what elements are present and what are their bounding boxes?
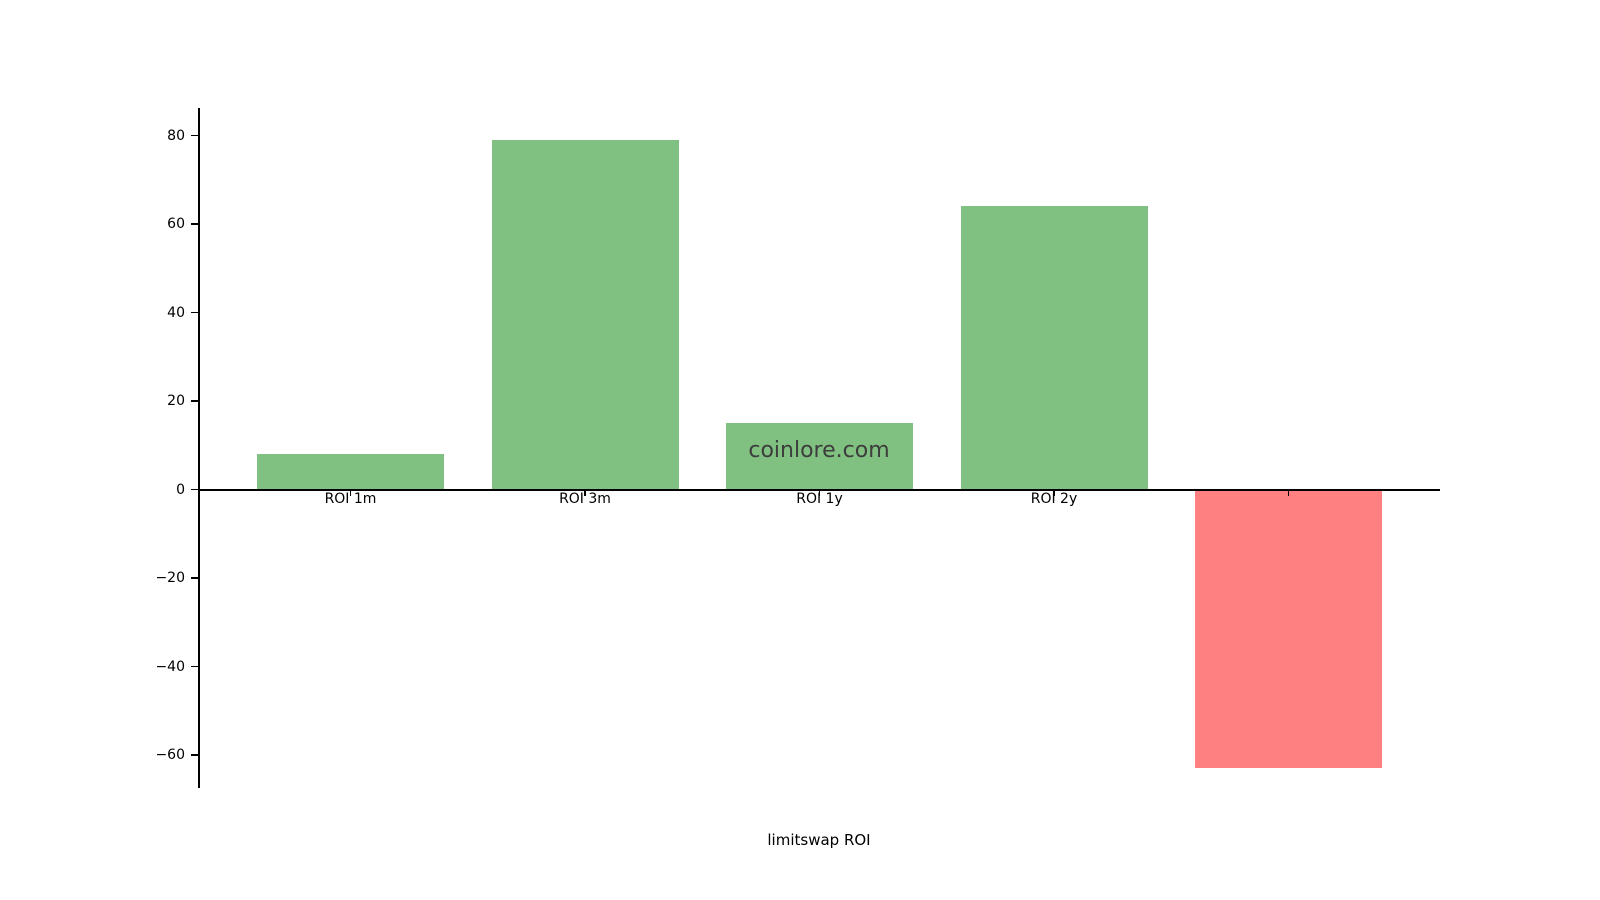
x-tick-label: ROI 1m — [324, 491, 377, 507]
y-tick-mark — [191, 577, 198, 579]
x-tick-mark — [349, 489, 352, 496]
y-tick-label: −60 — [155, 747, 185, 763]
x-tick-mark — [584, 489, 586, 496]
chart-title: limitswap ROI — [767, 831, 871, 849]
y-tick-mark — [191, 754, 198, 756]
y-tick-mark — [191, 134, 198, 137]
x-tick-label: ROI 3m — [559, 491, 611, 507]
bar-unlabeled — [1195, 489, 1382, 769]
x-tick-mark — [1287, 489, 1290, 496]
y-axis-line — [198, 108, 200, 788]
y-tick-label: 20 — [167, 393, 185, 409]
bar-roi-1y — [726, 423, 913, 490]
y-tick-label: 0 — [176, 481, 185, 498]
x-tick-mark — [1053, 489, 1055, 496]
y-tick-mark — [191, 665, 198, 668]
bar-roi-2y — [960, 206, 1148, 490]
watermark-text: coinlore.com — [748, 438, 890, 463]
y-tick-mark — [191, 223, 198, 225]
y-tick-mark — [191, 488, 198, 491]
y-tick-label: −20 — [155, 570, 185, 586]
x-tick-label: ROI 1y — [796, 491, 843, 507]
bar-roi-3m — [491, 139, 679, 490]
x-tick-mark — [818, 489, 821, 496]
y-tick-label: 40 — [167, 304, 185, 321]
y-tick-label: 80 — [167, 127, 185, 144]
bar-roi-1m — [257, 454, 444, 490]
y-tick-mark — [191, 311, 198, 314]
y-tick-mark — [191, 400, 198, 402]
x-tick-label: ROI 2y — [1030, 491, 1078, 507]
y-tick-label: 60 — [167, 216, 185, 232]
y-tick-label: −40 — [155, 658, 185, 675]
